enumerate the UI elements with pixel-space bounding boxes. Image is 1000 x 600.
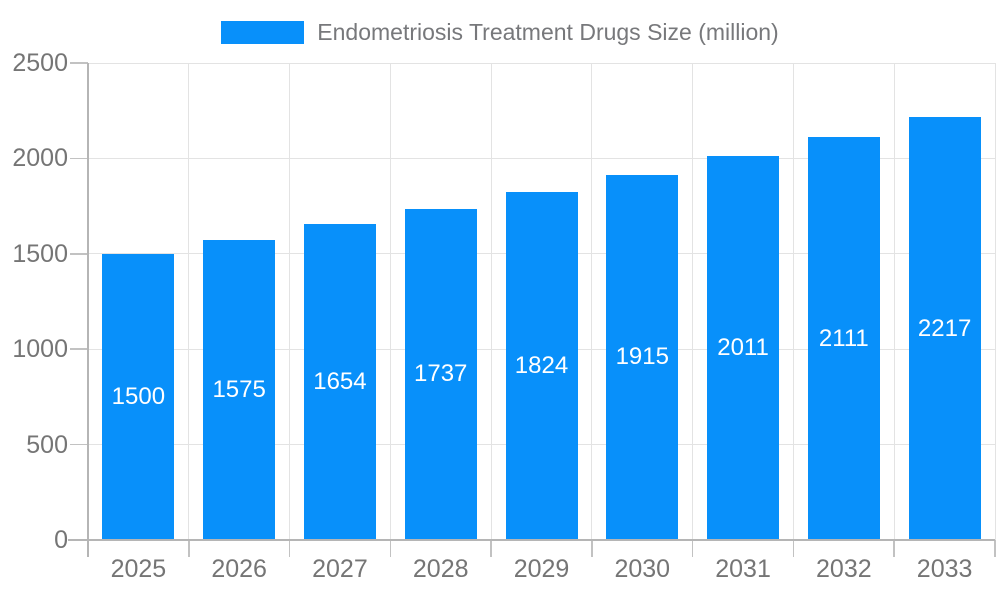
- x-axis-tick: [188, 540, 190, 557]
- gridline-vertical: [591, 63, 593, 540]
- bar-2025[interactable]: 1500: [102, 253, 175, 540]
- bar-value-label: 1915: [615, 343, 669, 371]
- x-axis-tick: [490, 540, 492, 557]
- x-axis-tick-label: 2031: [715, 555, 771, 583]
- gridline-horizontal: [88, 62, 995, 64]
- gridline-vertical: [994, 63, 996, 540]
- gridline-vertical: [188, 63, 190, 540]
- y-axis-tick: [70, 443, 88, 446]
- bar-value-label: 2011: [717, 334, 769, 362]
- x-axis-tick: [792, 540, 795, 557]
- bar-value-label: 2111: [818, 324, 869, 352]
- gridline-vertical: [490, 63, 492, 540]
- x-axis-tick-label: 2028: [412, 555, 469, 583]
- bar-value-label: 1500: [111, 382, 166, 410]
- bar-2027[interactable]: 1654: [303, 224, 376, 540]
- legend-label: Endometriosis Treatment Drugs Size (mill…: [317, 19, 779, 45]
- bar-2029[interactable]: 1824: [505, 191, 578, 540]
- bar-2033[interactable]: 2217: [908, 117, 981, 540]
- gridline-vertical: [289, 63, 291, 540]
- bar-value-label: 2217: [917, 314, 972, 342]
- y-axis-tick-label: 1500: [12, 239, 68, 268]
- bar-value-label: 1824: [514, 351, 569, 379]
- legend-swatch: [221, 21, 305, 44]
- x-axis-tick: [591, 540, 593, 557]
- legend-item[interactable]: Endometriosis Treatment Drugs Size (mill…: [0, 19, 1000, 46]
- bar-2026[interactable]: 1575: [203, 239, 276, 540]
- y-axis-tick-label: 2500: [12, 49, 68, 77]
- x-axis-tick-label: 2032: [816, 555, 872, 583]
- gridline-horizontal: [88, 157, 995, 159]
- plot-area: 1500 1575 1654 1737 1824 1915 2011 2111 2217: [68, 62, 996, 557]
- y-axis-tick: [70, 253, 88, 255]
- y-axis-tick: [70, 348, 88, 350]
- x-axis-tick: [994, 540, 996, 557]
- bar-value-label: 1654: [313, 368, 367, 396]
- x-axis-tick-label: 2025: [110, 555, 167, 583]
- x-axis-tick: [288, 540, 291, 557]
- y-axis-tick: [70, 62, 88, 64]
- x-axis-tick-label: 2033: [916, 555, 973, 583]
- y-axis-tick: [70, 157, 88, 160]
- x-axis-tick: [893, 540, 895, 557]
- bar-2032[interactable]: 2111: [807, 137, 880, 540]
- y-axis-line: [87, 63, 89, 557]
- x-axis-tick-label: 2027: [312, 555, 368, 583]
- y-axis-tick-label: 2000: [12, 144, 68, 173]
- gridline-vertical: [389, 63, 391, 540]
- x-axis-tick: [691, 540, 694, 557]
- bar-2028[interactable]: 1737: [404, 208, 477, 540]
- x-axis-tick-label: 2029: [513, 555, 570, 583]
- bar-2030[interactable]: 1915: [606, 174, 679, 540]
- x-axis-tick-label: 2026: [211, 555, 267, 583]
- x-axis-line: [68, 539, 995, 541]
- gridline-vertical: [893, 63, 895, 540]
- bar-value-label: 1737: [414, 360, 468, 388]
- gridline-vertical: [692, 63, 694, 540]
- bar-value-label: 1575: [212, 375, 266, 403]
- x-axis-tick: [389, 540, 392, 557]
- y-axis-tick-label: 1000: [12, 335, 68, 364]
- bar-2031[interactable]: 2011: [707, 156, 780, 540]
- x-axis-tick-label: 2030: [614, 555, 671, 583]
- y-axis-tick-label: 500: [26, 430, 68, 459]
- y-axis-tick-label: 0: [54, 526, 68, 554]
- gridline-vertical: [792, 63, 794, 540]
